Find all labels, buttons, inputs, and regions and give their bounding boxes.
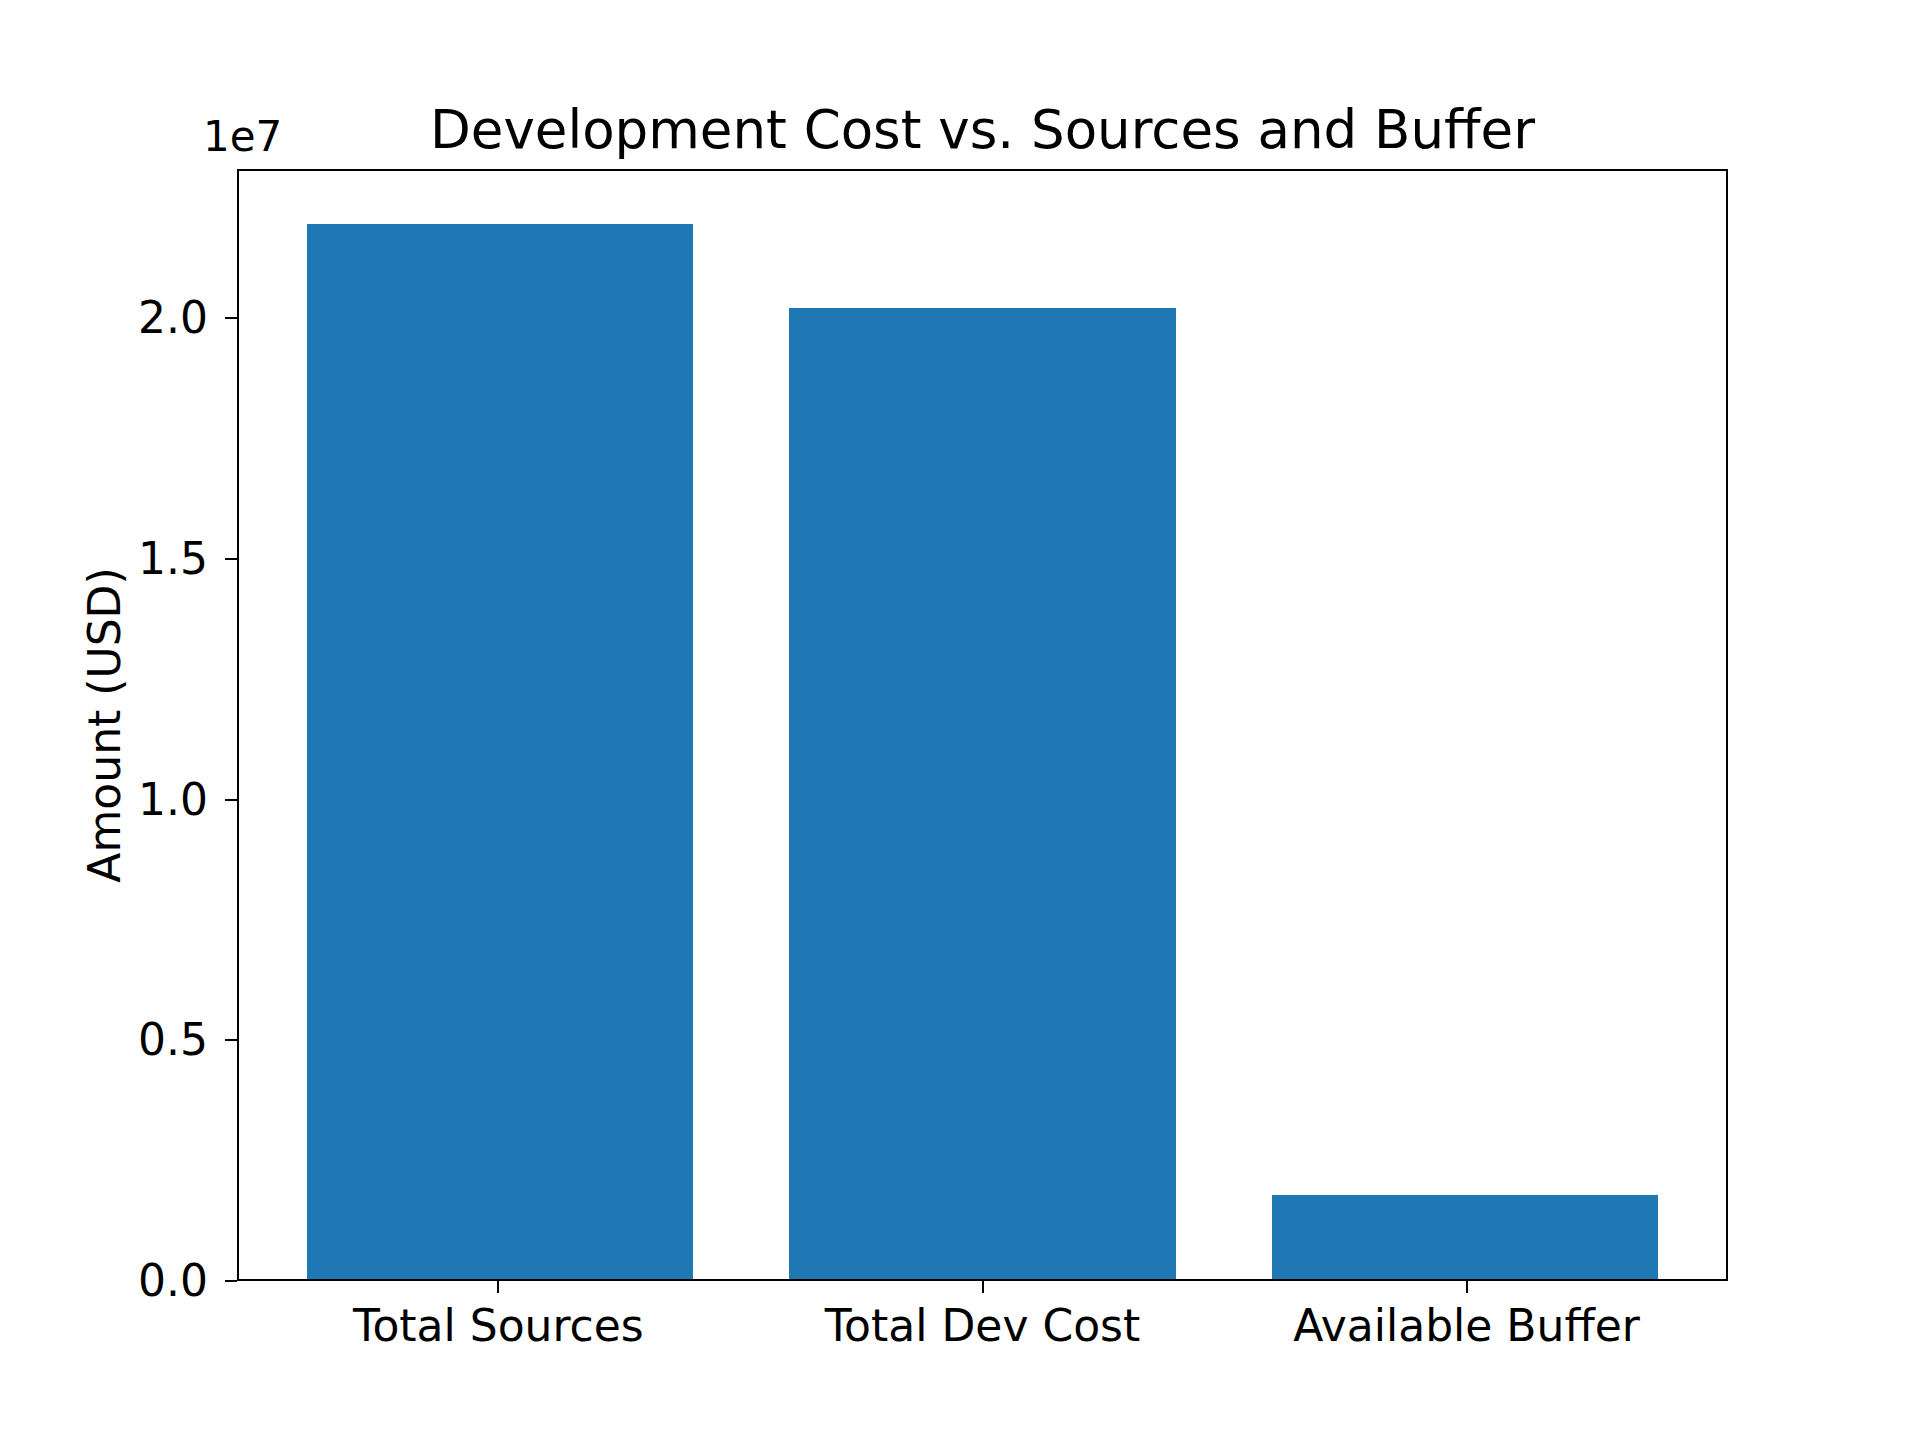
x-tick-label-available-buffer: Available Buffer	[1117, 1300, 1817, 1352]
bar-total-sources	[307, 224, 693, 1279]
y-tick-mark	[225, 1280, 237, 1282]
y-tick-label-1.5: 1.5	[138, 533, 208, 585]
y-tick-mark	[225, 558, 237, 560]
x-tick-mark	[497, 1281, 499, 1293]
bar-total-dev-cost	[789, 308, 1175, 1279]
y-axis-label: Amount (USD)	[79, 567, 131, 882]
plot-area	[237, 169, 1728, 1281]
y-tick-label-1.0: 1.0	[138, 774, 208, 826]
y-tick-mark	[225, 1039, 237, 1041]
y-axis-offset-label: 1e7	[203, 112, 282, 162]
y-tick-label-0.5: 0.5	[138, 1014, 208, 1066]
y-tick-mark	[225, 799, 237, 801]
x-tick-mark	[982, 1281, 984, 1293]
chart-title: Development Cost vs. Sources and Buffer	[237, 98, 1728, 162]
figure: Development Cost vs. Sources and Buffer …	[0, 0, 1920, 1440]
y-tick-mark	[225, 317, 237, 319]
y-tick-label-2.0: 2.0	[138, 292, 208, 344]
x-tick-mark	[1466, 1281, 1468, 1293]
bar-available-buffer	[1272, 1195, 1658, 1279]
